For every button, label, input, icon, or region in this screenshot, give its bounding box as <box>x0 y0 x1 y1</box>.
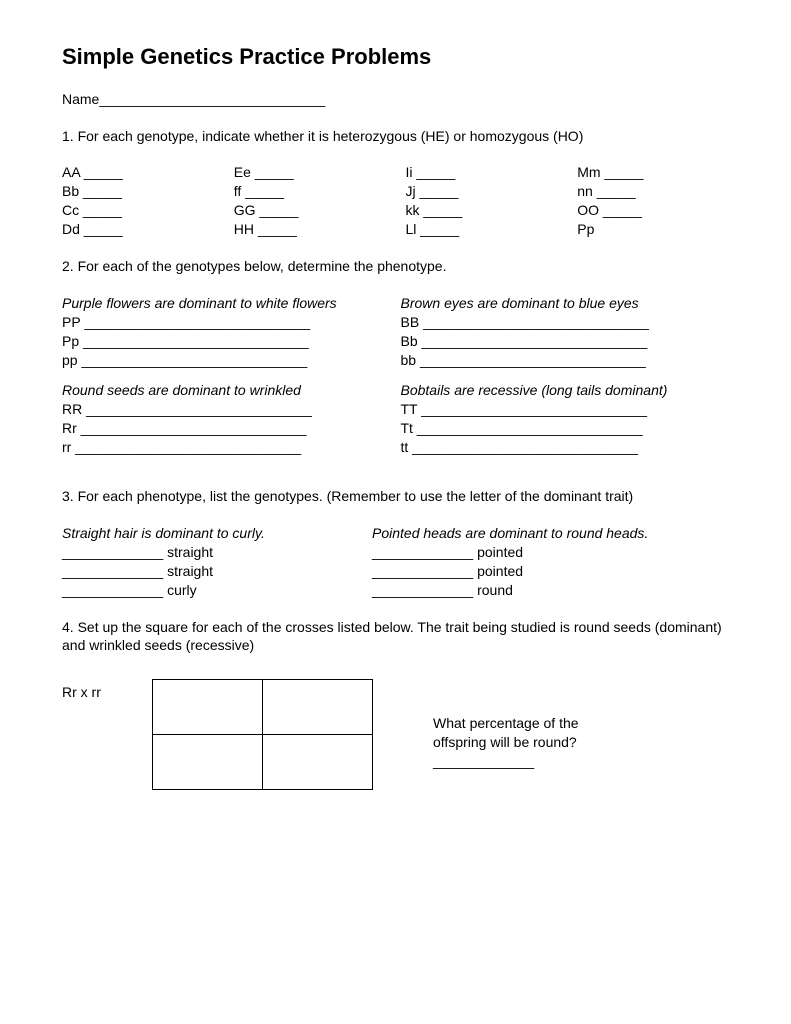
cross-label: Rr x rr <box>62 679 152 702</box>
q2-block-purple: Purple flowers are dominant to white flo… <box>62 294 391 370</box>
q2-prompt: 2. For each of the genotypes below, dete… <box>62 257 729 276</box>
question-1: 1. For each genotype, indicate whether i… <box>62 127 729 239</box>
genotype-line[interactable]: PP _____________________________ <box>62 313 391 332</box>
phenotype-line[interactable]: _____________ straight <box>62 543 362 562</box>
genotype-line[interactable]: Rr _____________________________ <box>62 419 391 438</box>
q1-item[interactable]: OO _____ <box>577 201 729 220</box>
trait-label: Brown eyes are dominant to blue eyes <box>401 294 730 313</box>
phenotype-line[interactable]: _____________ pointed <box>372 562 729 581</box>
question-4: 4. Set up the square for each of the cro… <box>62 618 729 791</box>
q3-prompt: 3. For each phenotype, list the genotype… <box>62 487 729 506</box>
question-2: 2. For each of the genotypes below, dete… <box>62 257 729 469</box>
q1-item[interactable]: Jj _____ <box>406 182 558 201</box>
q1-item[interactable]: Cc _____ <box>62 201 214 220</box>
q1-item[interactable]: Pp <box>577 220 729 239</box>
genotype-line[interactable]: RR _____________________________ <box>62 400 391 419</box>
genotype-line[interactable]: bb _____________________________ <box>401 351 730 370</box>
q1-item[interactable]: HH _____ <box>234 220 386 239</box>
q1-item[interactable]: Ll _____ <box>406 220 558 239</box>
q4-prompt: 4. Set up the square for each of the cro… <box>62 618 729 656</box>
q3-block-straight: Straight hair is dominant to curly. ____… <box>62 524 362 600</box>
q1-item[interactable]: Ii _____ <box>406 163 558 182</box>
phenotype-line[interactable]: _____________ round <box>372 581 729 600</box>
genotype-line[interactable]: rr _____________________________ <box>62 438 391 457</box>
trait-label: Purple flowers are dominant to white flo… <box>62 294 391 313</box>
q1-item[interactable]: GG _____ <box>234 201 386 220</box>
genotype-line[interactable]: BB _____________________________ <box>401 313 730 332</box>
genotype-line[interactable]: tt _____________________________ <box>401 438 730 457</box>
trait-label: Straight hair is dominant to curly. <box>62 524 362 543</box>
q1-item[interactable]: AA _____ <box>62 163 214 182</box>
page-title: Simple Genetics Practice Problems <box>62 42 729 72</box>
genotype-line[interactable]: pp _____________________________ <box>62 351 391 370</box>
q3-block-pointed: Pointed heads are dominant to round head… <box>372 524 729 600</box>
phenotype-line[interactable]: _____________ pointed <box>372 543 729 562</box>
q2-block-bobtails: Bobtails are recessive (long tails domin… <box>401 381 730 457</box>
q1-col4: Mm _____ nn _____ OO _____ Pp <box>577 163 729 239</box>
phenotype-line[interactable]: _____________ straight <box>62 562 362 581</box>
q4-percentage-question[interactable]: What percentage of the offspring will be… <box>433 679 633 771</box>
genotype-line[interactable]: Bb _____________________________ <box>401 332 730 351</box>
question-3: 3. For each phenotype, list the genotype… <box>62 487 729 599</box>
q1-prompt: 1. For each genotype, indicate whether i… <box>62 127 729 146</box>
q1-col3: Ii _____ Jj _____ kk _____ Ll _____ <box>406 163 558 239</box>
genotype-line[interactable]: TT _____________________________ <box>401 400 730 419</box>
q2-block-round: Round seeds are dominant to wrinkled RR … <box>62 381 391 457</box>
trait-label: Round seeds are dominant to wrinkled <box>62 381 391 400</box>
q2-block-brown: Brown eyes are dominant to blue eyes BB … <box>401 294 730 370</box>
q1-col2: Ee _____ ff _____ GG _____ HH _____ <box>234 163 386 239</box>
genotype-line[interactable]: Tt _____________________________ <box>401 419 730 438</box>
q1-item[interactable]: Dd _____ <box>62 220 214 239</box>
genotype-line[interactable]: Pp _____________________________ <box>62 332 391 351</box>
q1-item[interactable]: kk _____ <box>406 201 558 220</box>
q1-item[interactable]: ff _____ <box>234 182 386 201</box>
q1-item[interactable]: Mm _____ <box>577 163 729 182</box>
trait-label: Pointed heads are dominant to round head… <box>372 524 729 543</box>
trait-label: Bobtails are recessive (long tails domin… <box>401 381 730 400</box>
punnett-square[interactable] <box>152 679 373 790</box>
q1-col1: AA _____ Bb _____ Cc _____ Dd _____ <box>62 163 214 239</box>
q1-item[interactable]: nn _____ <box>577 182 729 201</box>
q1-item[interactable]: Ee _____ <box>234 163 386 182</box>
name-field-line[interactable]: Name_____________________________ <box>62 90 729 109</box>
q1-item[interactable]: Bb _____ <box>62 182 214 201</box>
phenotype-line[interactable]: _____________ curly <box>62 581 362 600</box>
